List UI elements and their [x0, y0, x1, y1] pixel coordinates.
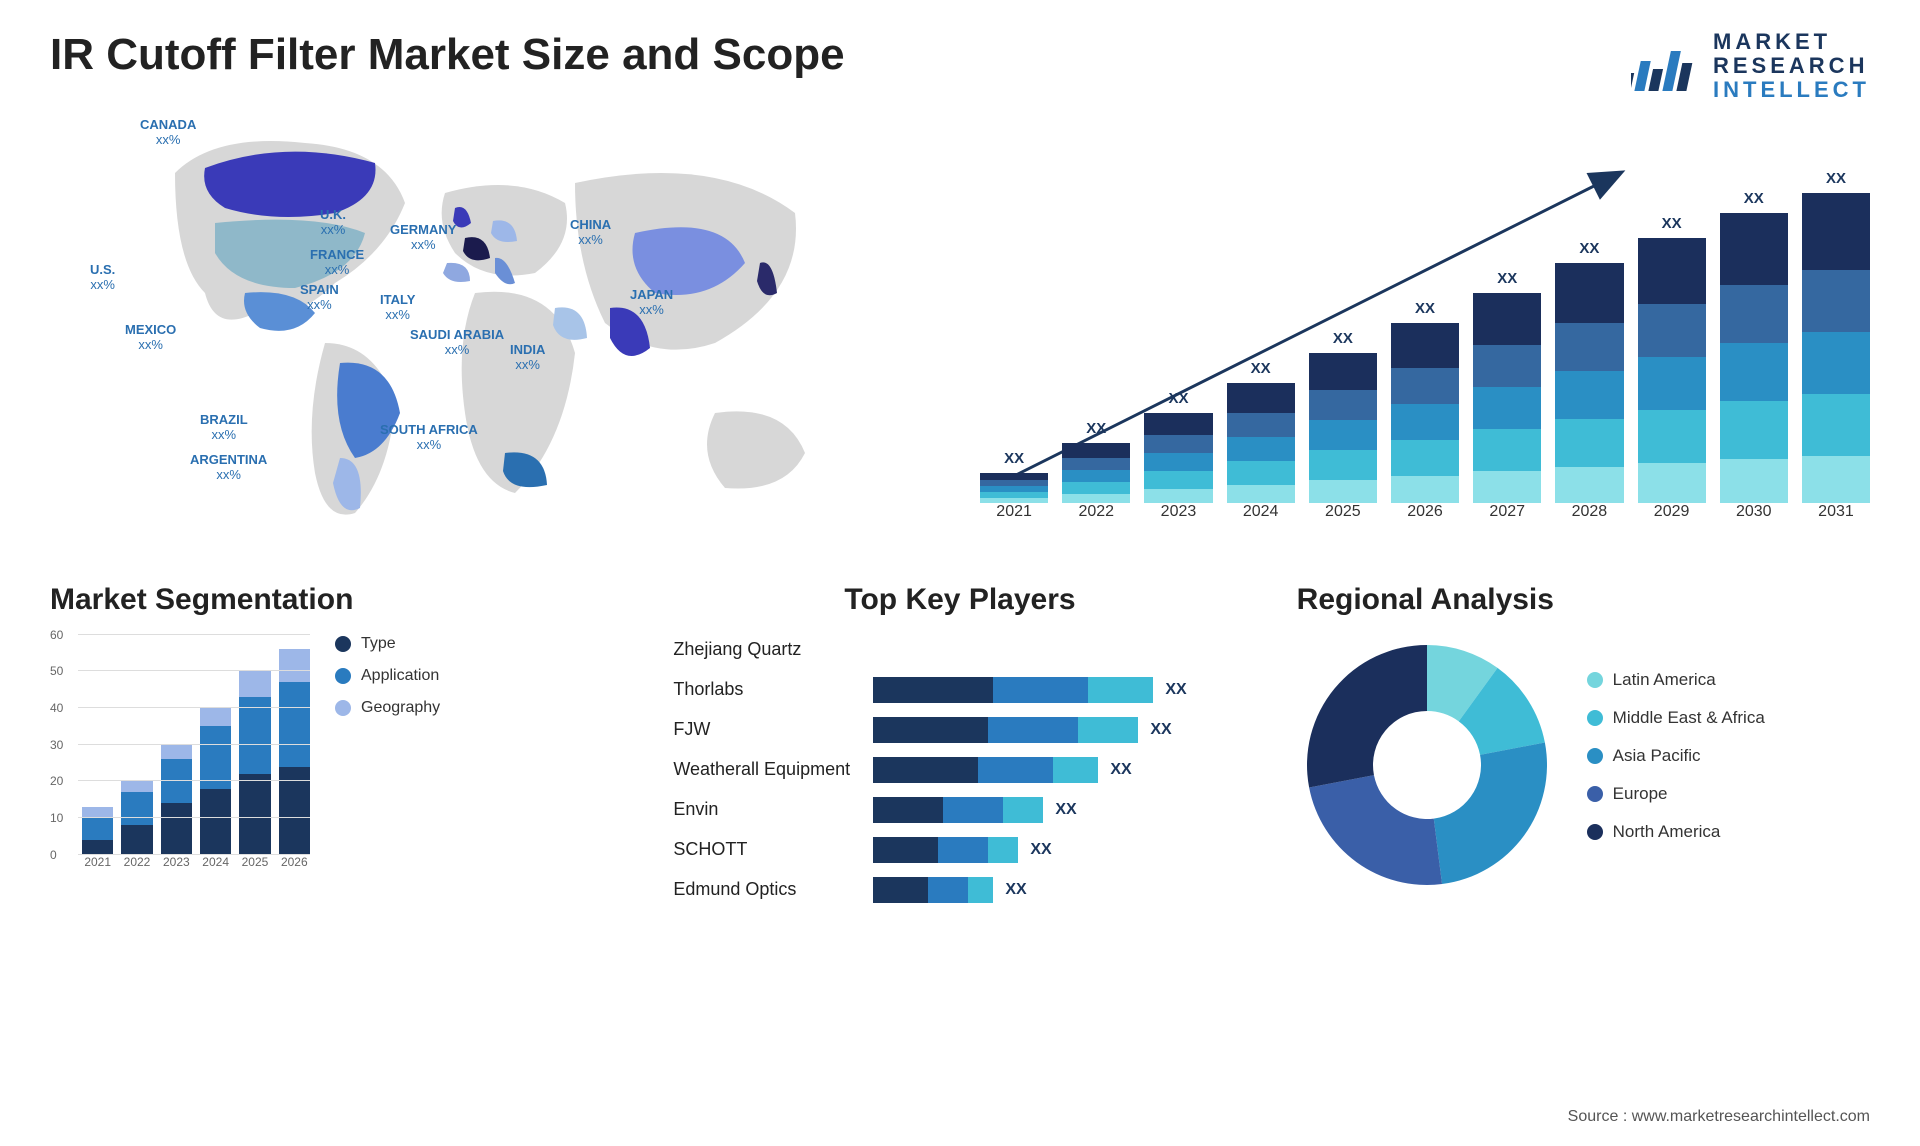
seg-col-2024: [200, 708, 231, 855]
source-credit: Source : www.marketresearchintellect.com: [1568, 1108, 1870, 1126]
seg-col-2023: [161, 745, 192, 855]
segmentation-panel: Market Segmentation 0102030405060 202120…: [50, 583, 623, 915]
region-legend-north-america: North America: [1587, 822, 1765, 842]
seg-col-2021: [82, 807, 113, 855]
seg-col-2026: [279, 649, 310, 854]
region-legend-europe: Europe: [1587, 784, 1765, 804]
regional-heading: Regional Analysis: [1297, 583, 1870, 617]
player-row-edmund-optics: Edmund OpticsXX: [673, 875, 1246, 905]
map-label-saudi-arabia: SAUDI ARABIAxx%: [410, 328, 504, 358]
growth-col-2021: XX: [980, 450, 1048, 503]
regional-legend: Latin America Middle East & Africa Asia Pa…: [1587, 670, 1765, 860]
growth-col-2026: XX: [1391, 300, 1459, 503]
map-label-mexico: MEXICOxx%: [125, 323, 176, 353]
region-legend-middle-east-africa: Middle East & Africa: [1587, 708, 1765, 728]
player-row-thorlabs: ThorlabsXX: [673, 675, 1246, 705]
players-heading: Top Key Players: [673, 583, 1246, 617]
growth-col-2023: XX: [1144, 390, 1212, 503]
map-label-u.k.: U.K.xx%: [320, 208, 346, 238]
logo-line2: RESEARCH: [1713, 54, 1870, 78]
player-row-envin: EnvinXX: [673, 795, 1246, 825]
segmentation-chart: 0102030405060 202120222023202420252026: [50, 635, 310, 885]
seg-col-2025: [239, 671, 270, 854]
page-title: IR Cutoff Filter Market Size and Scope: [50, 30, 845, 80]
regional-panel: Regional Analysis Latin America Middle Ea…: [1297, 583, 1870, 915]
player-row-weatherall-equipment: Weatherall EquipmentXX: [673, 755, 1246, 785]
map-label-u.s.: U.S.xx%: [90, 263, 115, 293]
growth-chart: XXXXXXXXXXXXXXXXXXXXXX 20212022202320242…: [980, 113, 1870, 543]
seg-legend-application: Application: [335, 667, 440, 685]
seg-legend-geography: Geography: [335, 699, 440, 717]
map-label-france: FRANCExx%: [310, 248, 364, 278]
growth-col-2022: XX: [1062, 420, 1130, 503]
logo-bars-icon: [1631, 41, 1701, 91]
player-row-fjw: FJWXX: [673, 715, 1246, 745]
map-label-brazil: BRAZILxx%: [200, 413, 248, 443]
seg-legend-type: Type: [335, 635, 440, 653]
map-label-india: INDIAxx%: [510, 343, 545, 373]
growth-col-2028: XX: [1555, 240, 1623, 503]
growth-col-2025: XX: [1309, 330, 1377, 503]
player-row-zhejiang-quartz: Zhejiang Quartz: [673, 635, 1246, 665]
map-label-china: CHINAxx%: [570, 218, 611, 248]
map-label-argentina: ARGENTINAxx%: [190, 453, 267, 483]
map-label-germany: GERMANYxx%: [390, 223, 456, 253]
growth-col-2030: XX: [1720, 190, 1788, 503]
map-label-south-africa: SOUTH AFRICAxx%: [380, 423, 478, 453]
map-label-japan: JAPANxx%: [630, 288, 673, 318]
growth-col-2029: XX: [1638, 215, 1706, 503]
players-panel: Top Key Players Zhejiang Quartz ThorlabsX…: [673, 583, 1246, 915]
player-row-schott: SCHOTTXX: [673, 835, 1246, 865]
segmentation-heading: Market Segmentation: [50, 583, 623, 617]
growth-col-2027: XX: [1473, 270, 1541, 503]
growth-col-2024: XX: [1227, 360, 1295, 503]
segmentation-legend: Type Application Geography: [335, 635, 440, 885]
logo-line1: MARKET: [1713, 30, 1870, 54]
region-legend-latin-america: Latin America: [1587, 670, 1765, 690]
world-map: CANADAxx% U.S.xx% MEXICOxx% BRAZILxx% ARGENT…: [50, 113, 940, 543]
map-label-canada: CANADAxx%: [140, 118, 196, 148]
logo-line3: INTELLECT: [1713, 78, 1870, 102]
map-label-spain: SPAINxx%: [300, 283, 339, 313]
growth-col-2031: XX: [1802, 170, 1870, 503]
regional-donut: [1297, 635, 1557, 895]
map-label-italy: ITALYxx%: [380, 293, 415, 323]
region-legend-asia-pacific: Asia Pacific: [1587, 746, 1765, 766]
brand-logo: MARKET RESEARCH INTELLECT: [1631, 30, 1870, 103]
